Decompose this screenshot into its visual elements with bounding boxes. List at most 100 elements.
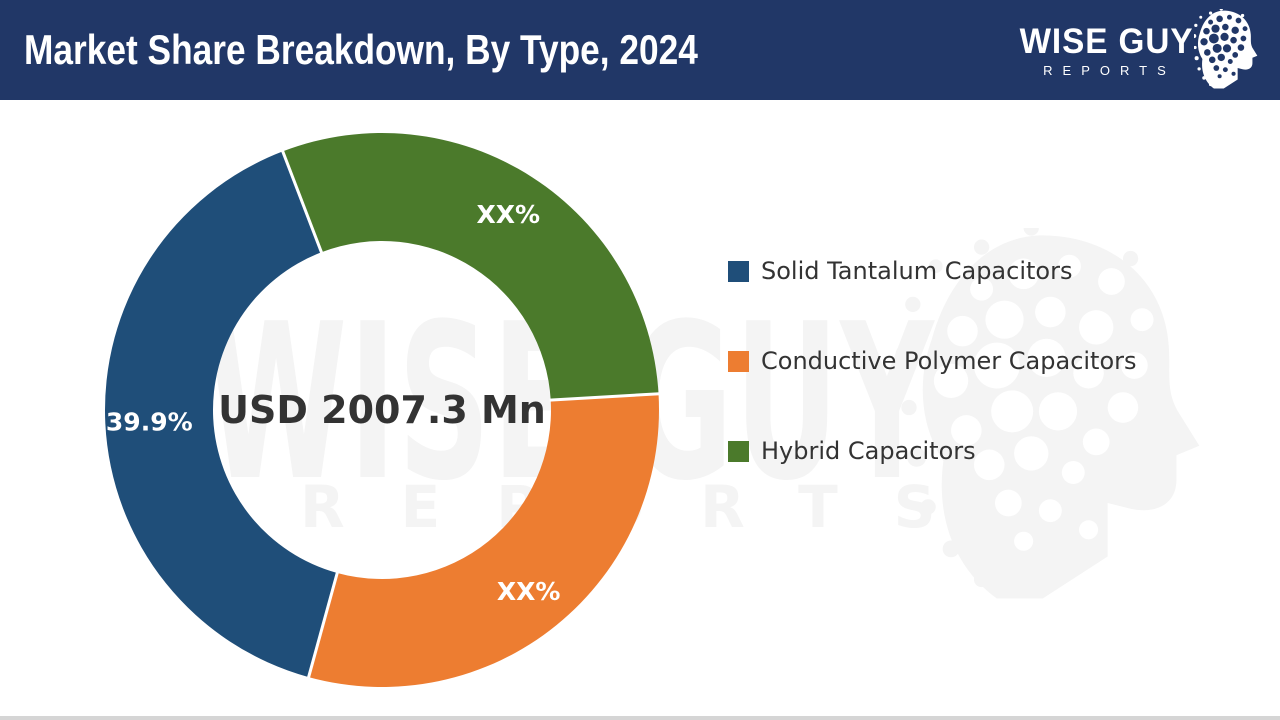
brand-logo: WISE GUY REPORTS: [1015, 9, 1260, 91]
head-dot: [1227, 59, 1233, 64]
head-dot: [1038, 392, 1078, 431]
head-dot: [933, 363, 969, 398]
slice-separator: [549, 392, 660, 402]
head-dot: [1204, 49, 1211, 56]
slice-percent-label: XX%: [476, 200, 540, 229]
head-dot: [1122, 250, 1139, 267]
head-dot: [970, 277, 994, 301]
brand-subtext: REPORTS: [1043, 63, 1176, 78]
head-dot: [901, 399, 917, 416]
head-dot: [1235, 17, 1242, 24]
head-dot: [947, 315, 978, 347]
head-dot: [1208, 11, 1213, 15]
head-dot: [1098, 268, 1125, 295]
head-dot: [942, 540, 960, 558]
head-dot: [1227, 14, 1232, 20]
brand-text: WISE GUY REPORTS: [1015, 22, 1198, 78]
head-dot: [1008, 258, 1039, 290]
head-dot: [895, 344, 915, 364]
donut-slice-0: [105, 151, 338, 678]
head-dot: [973, 342, 1020, 389]
legend-item-label: Solid Tantalum Capacitors: [761, 257, 1073, 285]
head-dot: [1220, 32, 1229, 41]
head-dot: [1027, 338, 1066, 377]
head-dot: [1038, 499, 1062, 523]
legend-item-solid-tantalum: Solid Tantalum Capacitors: [728, 254, 1137, 288]
head-dot: [1014, 531, 1034, 551]
head-dot: [973, 239, 990, 255]
head-dot: [1194, 56, 1199, 61]
legend-item-hybrid: Hybrid Capacitors: [728, 434, 1137, 468]
donut-slice-1: [308, 393, 659, 687]
head-dot: [907, 447, 927, 467]
head-dot: [985, 300, 1024, 339]
head-dot: [1219, 9, 1223, 11]
head-dot: [1130, 308, 1154, 332]
legend-item-conductive-polymer: Conductive Polymer Capacitors: [728, 344, 1137, 378]
brand-head-icon: [1194, 9, 1258, 89]
head-dot: [1231, 26, 1239, 35]
head-dot: [951, 415, 982, 446]
head-dot: [1230, 36, 1237, 44]
head-dot: [1194, 23, 1198, 28]
head-dot: [1107, 392, 1139, 423]
head-dot: [1208, 56, 1216, 64]
head-dot: [1242, 26, 1248, 32]
head-dot: [1208, 33, 1219, 44]
head-dot: [1082, 428, 1110, 456]
head-dot: [1211, 24, 1220, 33]
head-dot: [1232, 52, 1239, 58]
head-dot: [928, 259, 943, 274]
legend-item-label: Conductive Polymer Capacitors: [761, 347, 1137, 375]
slice-separator: [306, 571, 339, 679]
brand-wordmark: WISE GUY: [1019, 22, 1194, 61]
head-dot: [1200, 38, 1208, 46]
head-dot: [1240, 35, 1247, 42]
head-dot: [1222, 67, 1228, 73]
head-dot: [1240, 13, 1245, 18]
slice-percent-label: 39.9%: [106, 407, 193, 436]
head-dot: [1194, 45, 1197, 50]
legend: Solid Tantalum Capacitors Conductive Pol…: [728, 254, 1137, 468]
head-dot: [1212, 43, 1222, 53]
head-dot: [1203, 27, 1210, 35]
head-dot: [1208, 19, 1214, 25]
slice-separator: [280, 149, 324, 254]
head-dot: [1035, 296, 1066, 328]
legend-swatch-orange-icon: [728, 350, 749, 372]
head-dot: [1199, 15, 1203, 19]
head-dot: [1208, 82, 1213, 87]
head-dot: [905, 296, 921, 313]
legend-item-label: Hybrid Capacitors: [761, 437, 976, 465]
footer-divider: [0, 716, 1280, 720]
head-dot: [1231, 71, 1236, 76]
head-dot: [1222, 23, 1229, 31]
head-dot: [1023, 228, 1039, 236]
slice-percent-label: XX%: [497, 577, 561, 606]
page-title: Market Share Breakdown, By Type, 2024: [24, 26, 698, 73]
head-dot: [1058, 254, 1081, 278]
head-dot: [1073, 357, 1104, 389]
head-dot: [1237, 44, 1245, 51]
head-dot: [973, 449, 1005, 481]
watermark-head-icon: [895, 228, 1200, 599]
legend-swatch-blue-icon: [728, 260, 749, 282]
legend-swatch-green-icon: [728, 440, 749, 462]
head-dot: [1197, 67, 1201, 71]
head-dot: [1121, 352, 1148, 379]
head-dot: [920, 499, 936, 515]
header-bar: Market Share Breakdown, By Type, 2024 WI…: [0, 0, 1280, 100]
head-dot: [994, 489, 1022, 517]
head-dot: [1194, 34, 1197, 39]
donut-center-label: USD 2007.3 Mn: [218, 388, 546, 432]
head-dot: [1079, 520, 1099, 540]
head-dot: [991, 390, 1034, 433]
head-dot: [1079, 310, 1114, 345]
head-dot: [1213, 65, 1220, 71]
head-dot: [1061, 461, 1085, 484]
head-dot: [1217, 74, 1222, 79]
donut-slice-2: [282, 133, 659, 401]
head-dot: [1014, 436, 1049, 471]
head-dot: [1202, 76, 1206, 80]
